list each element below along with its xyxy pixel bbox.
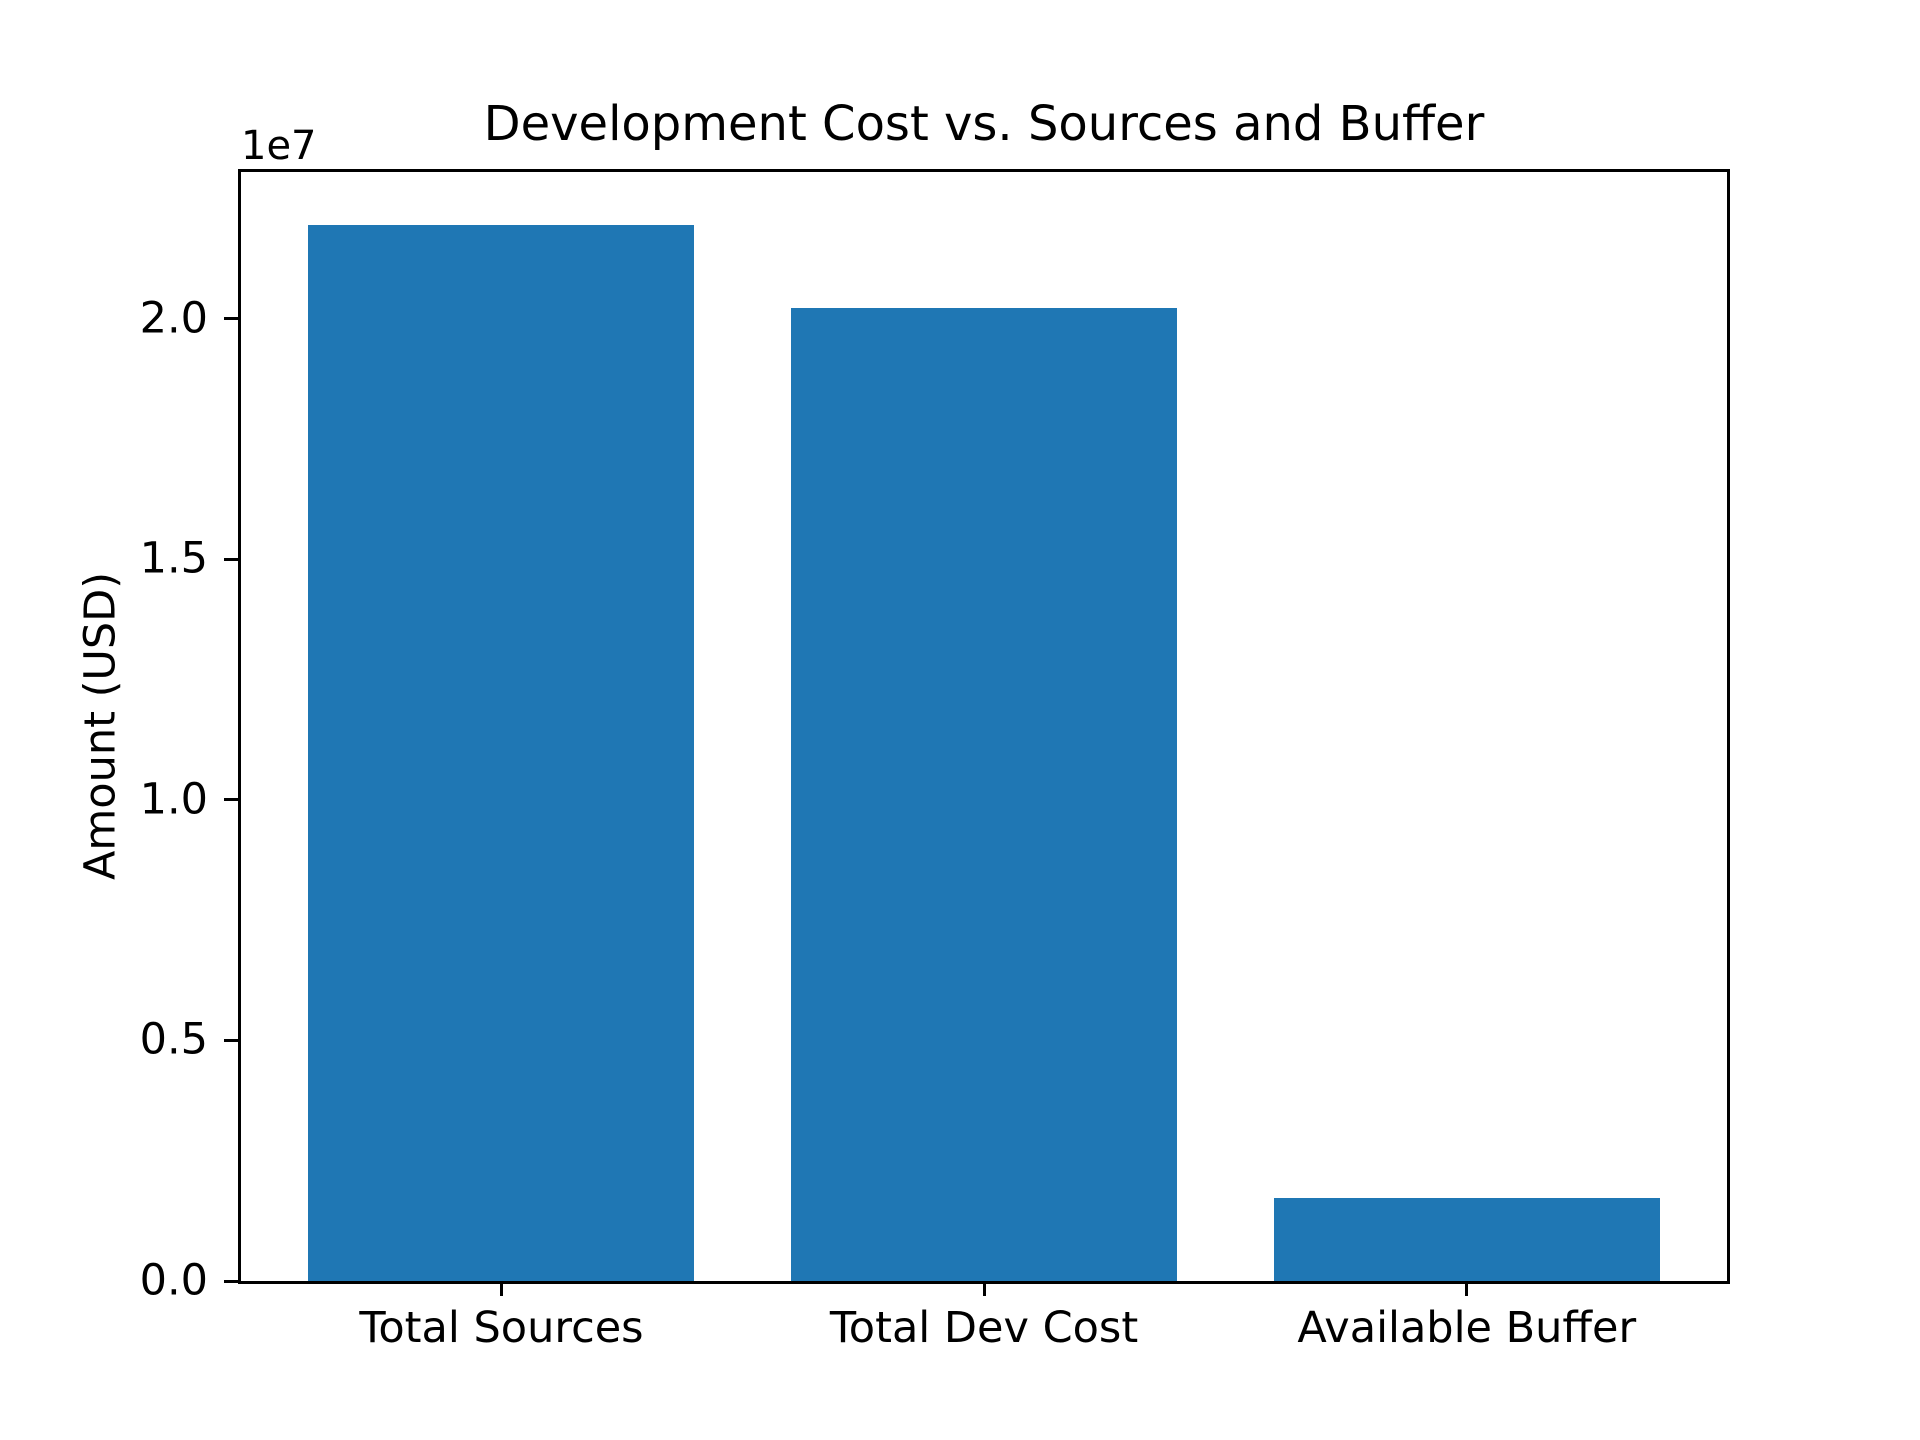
y-tick-mark (224, 557, 240, 561)
y-axis-scale-label: 1e7 (241, 123, 317, 169)
y-tick-label: 0.5 (139, 1014, 208, 1065)
y-tick-label: 1.5 (139, 533, 208, 584)
plot-area (238, 169, 1730, 1284)
y-tick-mark (224, 798, 240, 802)
bar-total-sources (308, 224, 695, 1281)
x-tick-label-total-dev-cost: Total Dev Cost (829, 1303, 1139, 1353)
y-tick-mark (224, 1279, 240, 1283)
chart-title: Development Cost vs. Sources and Buffer (483, 96, 1485, 152)
y-tick-mark (224, 317, 240, 321)
x-tick-mark (1465, 1281, 1469, 1296)
x-tick-mark (499, 1281, 503, 1296)
y-tick-label: 0.0 (139, 1255, 208, 1306)
bar-available-buffer (1273, 1198, 1660, 1281)
y-tick-mark (224, 1038, 240, 1042)
y-axis-label: Amount (USD) (75, 571, 126, 881)
x-tick-label-available-buffer: Available Buffer (1297, 1303, 1637, 1353)
y-tick-label: 2.0 (139, 293, 208, 344)
x-tick-mark (982, 1281, 986, 1296)
y-tick-label: 1.0 (139, 774, 208, 825)
x-tick-label-total-sources: Total Sources (359, 1303, 644, 1353)
bar-total-dev-cost (791, 307, 1177, 1281)
